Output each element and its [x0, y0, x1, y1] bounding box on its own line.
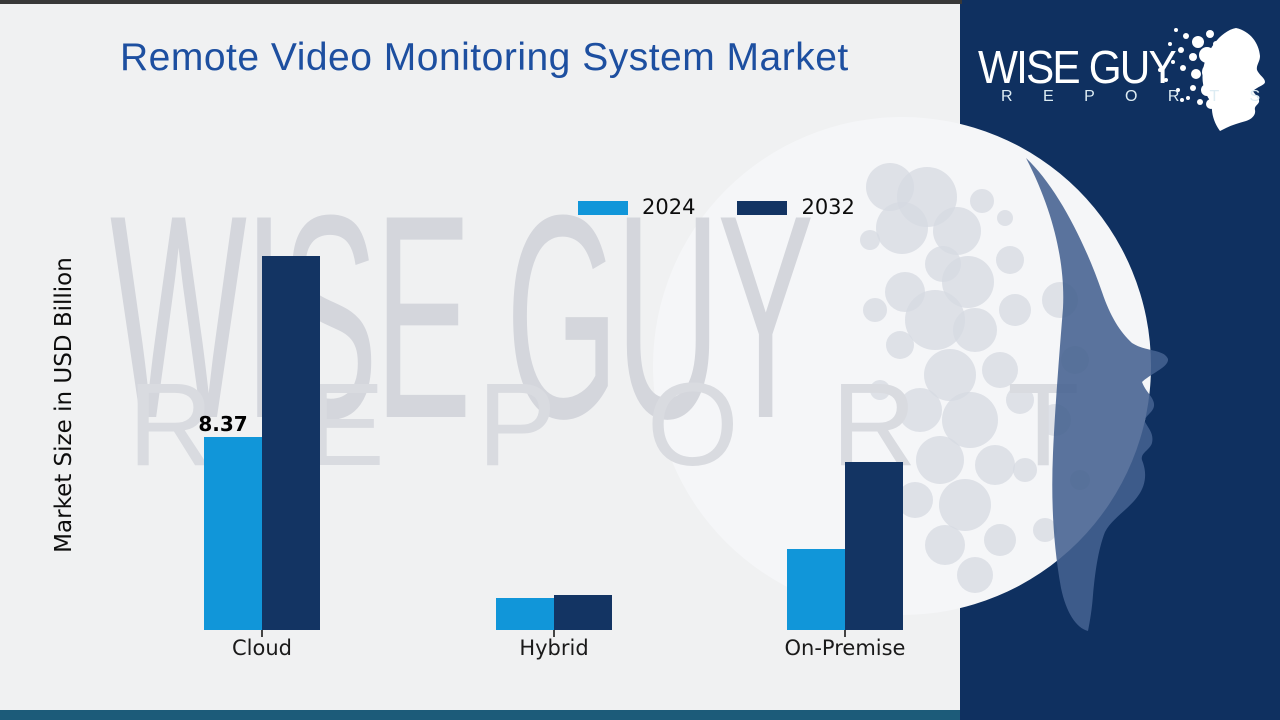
x-axis-tick [553, 630, 555, 637]
brand-panel [960, 0, 1280, 720]
legend-swatch-2032 [737, 201, 788, 215]
category-label-cloud: Cloud [232, 636, 292, 660]
logo-face-icon [1202, 28, 1265, 131]
bar-2032-hybrid [554, 595, 612, 630]
logo-wordmark: WISE GUY [978, 41, 1177, 93]
bar-2032-cloud [262, 256, 320, 630]
logo-reports: R E P O R T S [1001, 88, 1274, 105]
page-title: Remote Video Monitoring System Market [120, 36, 849, 79]
x-axis-tick [844, 630, 846, 637]
bar-2024-hybrid [496, 598, 554, 630]
category-label-hybrid: Hybrid [519, 636, 589, 660]
panel-background [960, 0, 1280, 720]
chart-legend: 2024 2032 [578, 195, 855, 219]
watermark-dots-face [860, 163, 1090, 593]
data-label-2024-cloud: 8.37 [198, 412, 248, 436]
face-profile-silhouette [1026, 158, 1169, 631]
logo-dots-icon [1158, 28, 1220, 109]
bar-2032-on-premise [845, 462, 903, 630]
bar-2024-on-premise [787, 549, 845, 630]
top-edge-strip [0, 0, 962, 4]
x-axis-tick [261, 630, 263, 637]
legend-label-2032: 2032 [801, 195, 855, 219]
bottom-accent-bar [0, 710, 962, 720]
bar-2024-cloud [204, 437, 262, 630]
legend-swatch-2024 [578, 201, 628, 215]
legend-label-2024: 2024 [642, 195, 696, 219]
category-label-on-premise: On-Premise [784, 636, 906, 660]
watermark-wordmark: WISE GUY [110, 155, 814, 479]
